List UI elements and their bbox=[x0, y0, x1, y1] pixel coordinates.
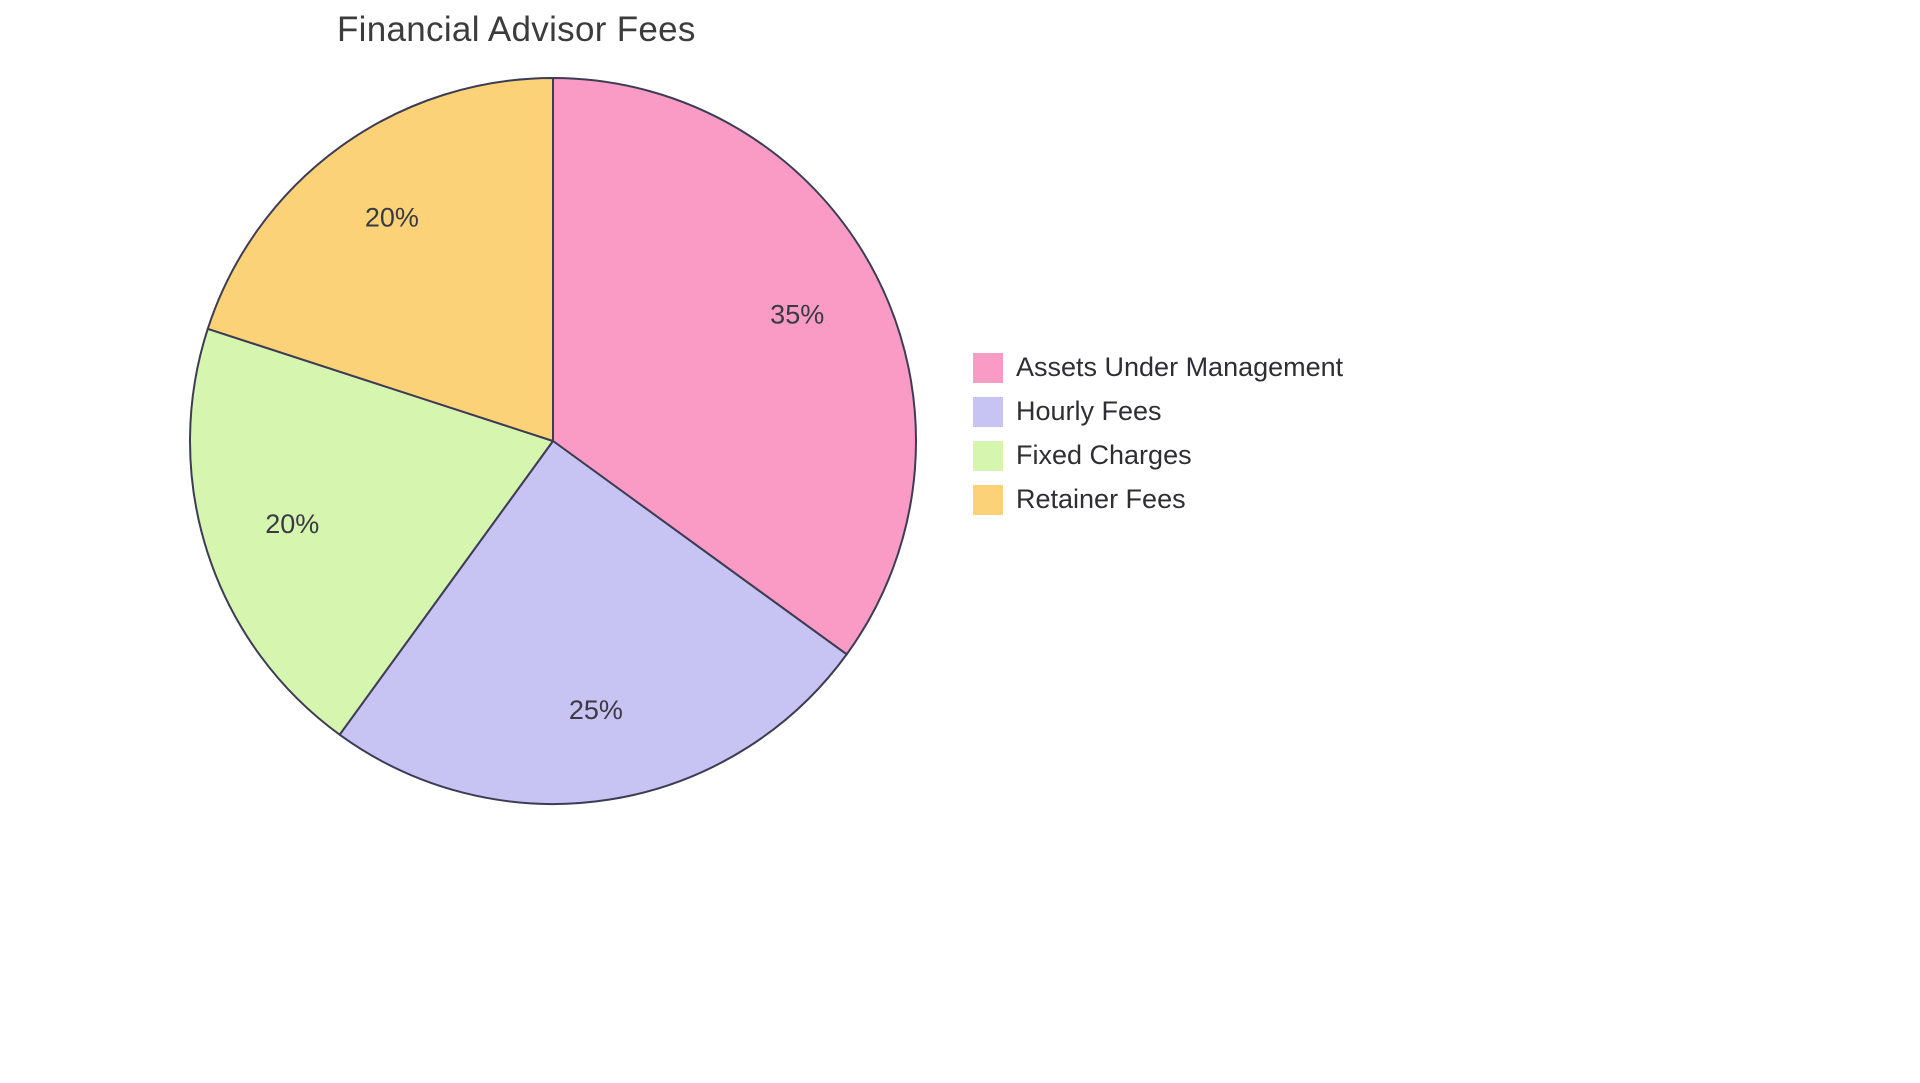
pie-slice-fixed-charges[interactable] bbox=[189, 327, 554, 736]
legend-item-retainer-fees[interactable]: Retainer Fees bbox=[973, 484, 1343, 515]
legend-item-assets-under-management[interactable]: Assets Under Management bbox=[973, 352, 1343, 383]
legend-item-hourly-fees[interactable]: Hourly Fees bbox=[973, 396, 1343, 427]
legend-label: Assets Under Management bbox=[1016, 352, 1344, 382]
slice-value-label: 20% bbox=[365, 202, 419, 232]
legend-item-fixed-charges[interactable]: Fixed Charges bbox=[973, 440, 1343, 471]
slice-value-label: 25% bbox=[569, 695, 623, 725]
pie-slice-hourly-fees[interactable] bbox=[338, 440, 848, 805]
chart-title: Financial Advisor Fees bbox=[337, 10, 696, 49]
legend-swatch bbox=[973, 396, 1003, 427]
chart-legend: Assets Under Management Hourly Fees Fixed … bbox=[973, 352, 1343, 515]
legend-label: Hourly Fees bbox=[1016, 396, 1162, 426]
legend-label: Retainer Fees bbox=[1016, 484, 1186, 514]
slice-value-label: 20% bbox=[265, 509, 319, 539]
pie-slice-retainer-fees[interactable] bbox=[206, 77, 554, 442]
legend-swatch bbox=[973, 352, 1003, 383]
legend-swatch bbox=[973, 484, 1003, 515]
legend-label: Fixed Charges bbox=[1016, 440, 1192, 470]
pie-slice-assets-under-management[interactable] bbox=[552, 77, 917, 656]
legend-swatch bbox=[973, 440, 1003, 471]
slice-value-label: 35% bbox=[770, 300, 824, 330]
